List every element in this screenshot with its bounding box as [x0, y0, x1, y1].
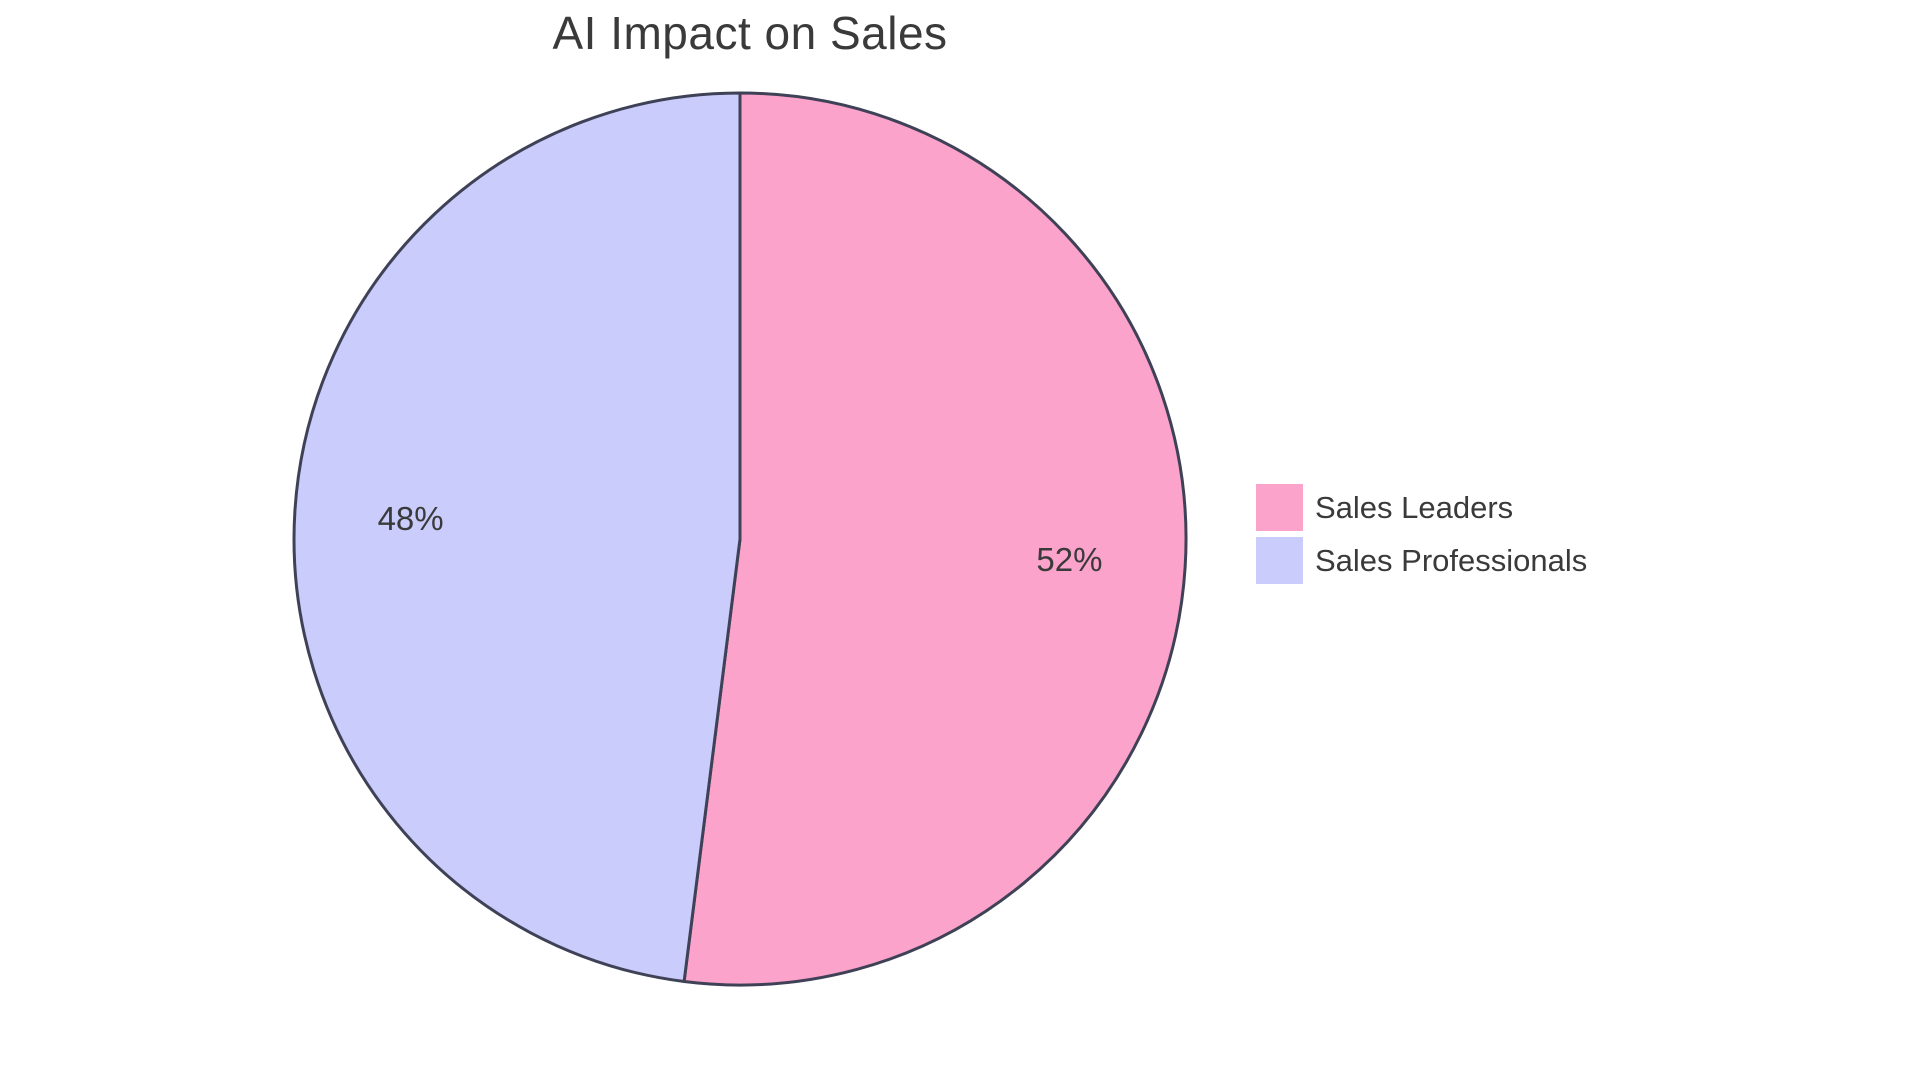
chart-title: AI Impact on Sales [552, 7, 948, 59]
legend: Sales Leaders Sales Professionals [1256, 484, 1587, 584]
legend-swatch-icon [1256, 537, 1303, 584]
pie-slice-sales-professionals[interactable] [292, 91, 742, 983]
pie-slice-sales-leaders[interactable] [682, 91, 1188, 987]
legend-label: Sales Leaders [1315, 489, 1514, 525]
slice-label-sales-professionals: 48% [378, 500, 444, 537]
slice-label-sales-leaders: 52% [1036, 541, 1102, 578]
legend-label: Sales Professionals [1315, 542, 1588, 578]
legend-item-sales-professionals[interactable]: Sales Professionals [1256, 537, 1587, 584]
legend-swatch-icon [1256, 484, 1303, 531]
legend-item-sales-leaders[interactable]: Sales Leaders [1256, 484, 1587, 531]
